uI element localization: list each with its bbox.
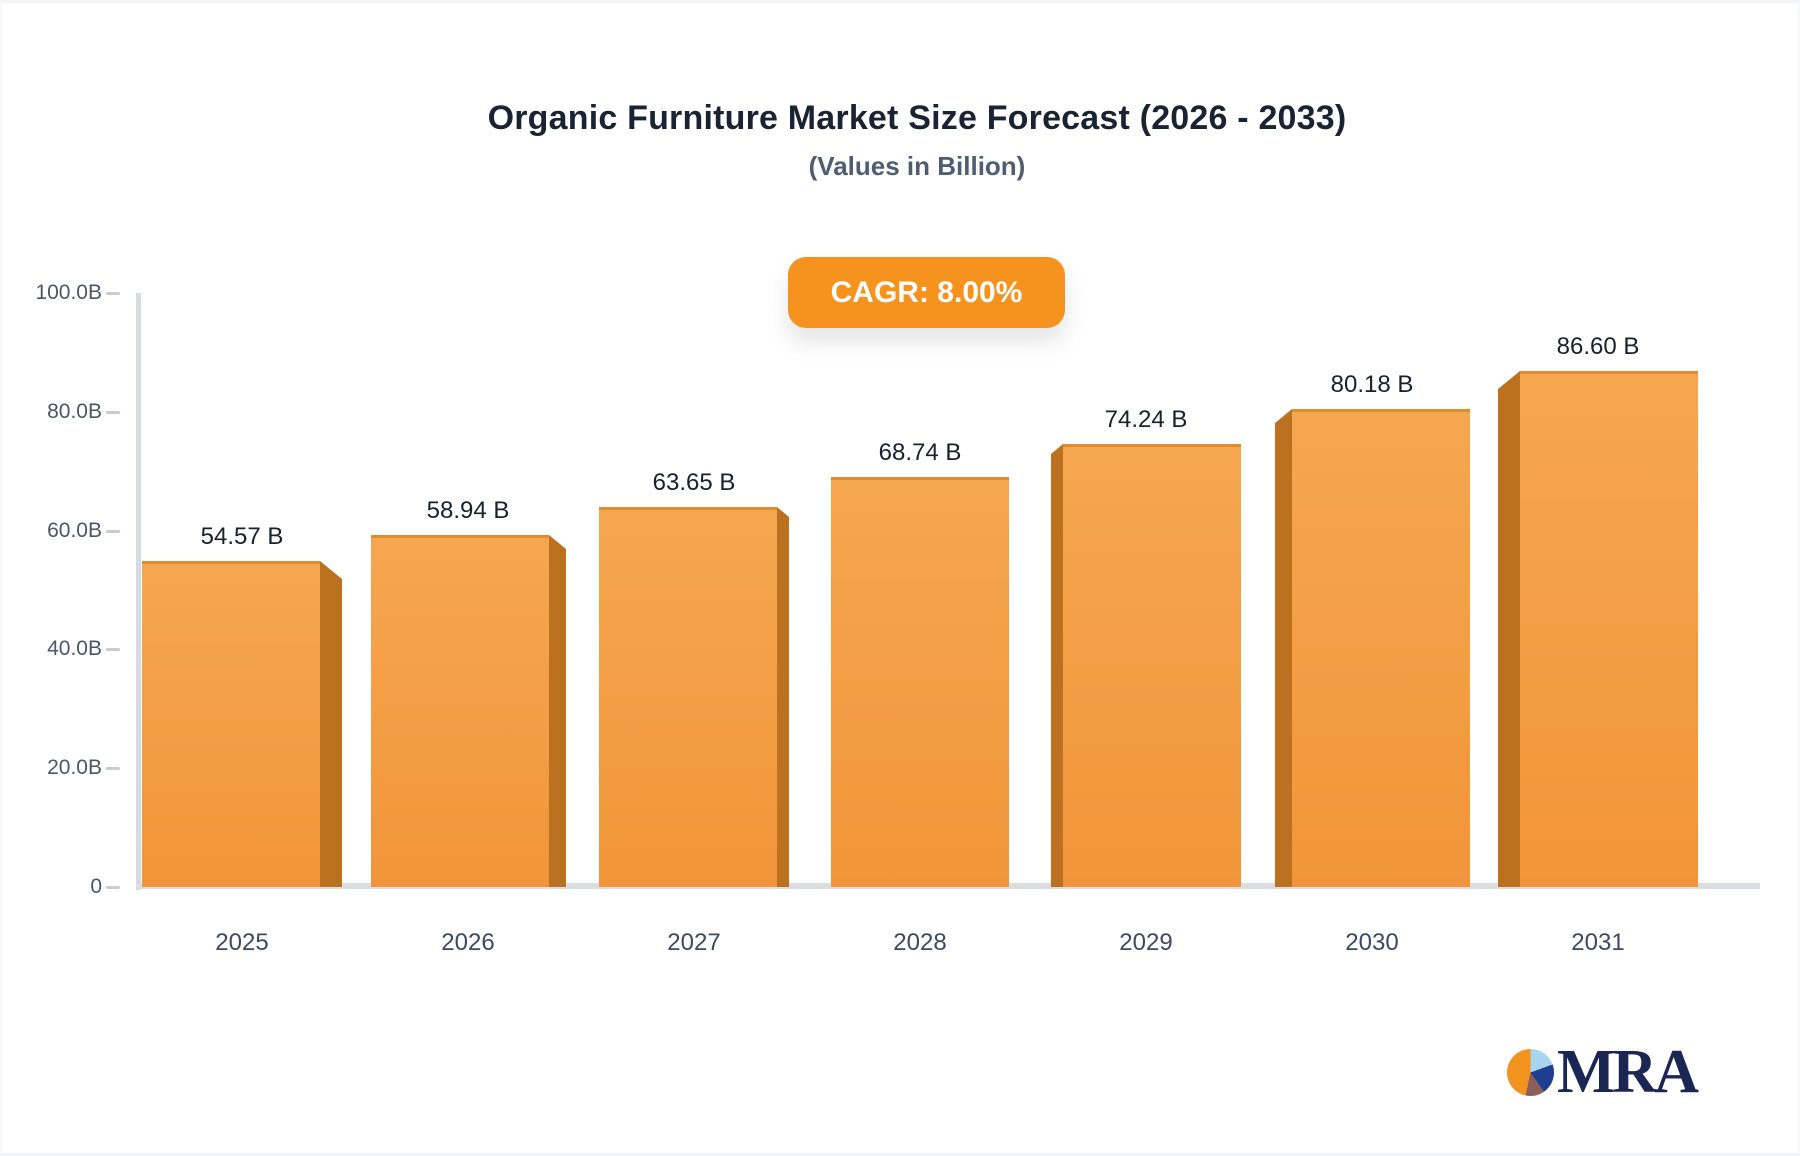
y-axis-line bbox=[136, 293, 141, 890]
bar-value-label: 80.18 B bbox=[1330, 371, 1414, 398]
chart-title: Organic Furniture Market Size Forecast (… bbox=[487, 99, 1347, 137]
cagr-badge: CAGR: 8.00% bbox=[788, 257, 1065, 328]
brand-logo-text: MRA bbox=[1557, 1038, 1699, 1106]
y-axis-tick bbox=[106, 292, 120, 295]
y-axis-tick bbox=[106, 886, 120, 889]
brand-logo: MRA bbox=[1507, 1038, 1699, 1106]
bar-face bbox=[1520, 371, 1698, 887]
y-axis-label: 0 bbox=[90, 875, 102, 898]
bar-value-label: 74.24 B bbox=[1104, 406, 1188, 433]
bar-side bbox=[1275, 409, 1292, 887]
y-axis-tick bbox=[106, 410, 120, 414]
y-axis-tick bbox=[106, 648, 120, 652]
bar-face bbox=[142, 561, 320, 887]
y-axis-label: 100.0B bbox=[35, 281, 102, 304]
y-axis-label: 40.0B bbox=[47, 637, 102, 661]
bar-face bbox=[599, 507, 777, 887]
x-axis-label: 2026 bbox=[441, 929, 495, 956]
bar-side bbox=[320, 561, 342, 887]
bar-value-label: 86.60 B bbox=[1556, 333, 1640, 360]
bar-face bbox=[831, 477, 1009, 887]
y-axis-tick bbox=[106, 767, 120, 771]
bar-side bbox=[777, 507, 789, 887]
y-axis-label: 20.0B bbox=[47, 756, 102, 780]
bar-side bbox=[549, 535, 566, 887]
x-axis-label: 2025 bbox=[215, 929, 269, 956]
bar-face bbox=[1292, 409, 1470, 887]
bar-face bbox=[371, 535, 549, 887]
bar-value-label: 54.57 B bbox=[200, 523, 284, 550]
y-axis-label: 60.0B bbox=[47, 518, 102, 542]
chart-subtitle: (Values in Billion) bbox=[808, 151, 1026, 181]
x-axis-label: 2029 bbox=[1119, 929, 1173, 956]
bar-face bbox=[1063, 444, 1241, 887]
y-axis-label: 80.0B bbox=[47, 399, 102, 423]
bar-side bbox=[1498, 371, 1520, 887]
x-axis-label: 2031 bbox=[1571, 929, 1625, 956]
bar-value-label: 68.74 B bbox=[878, 439, 962, 466]
bar-value-label: 58.94 B bbox=[426, 497, 510, 524]
pie-chart-logo-icon bbox=[1507, 1048, 1554, 1096]
y-axis-tick bbox=[106, 529, 120, 533]
x-axis-label: 2028 bbox=[893, 929, 947, 956]
bar-value-label: 63.65 B bbox=[652, 469, 736, 496]
bar-side bbox=[1051, 444, 1063, 887]
x-axis-label: 2027 bbox=[667, 929, 721, 956]
x-axis-label: 2030 bbox=[1345, 929, 1399, 956]
